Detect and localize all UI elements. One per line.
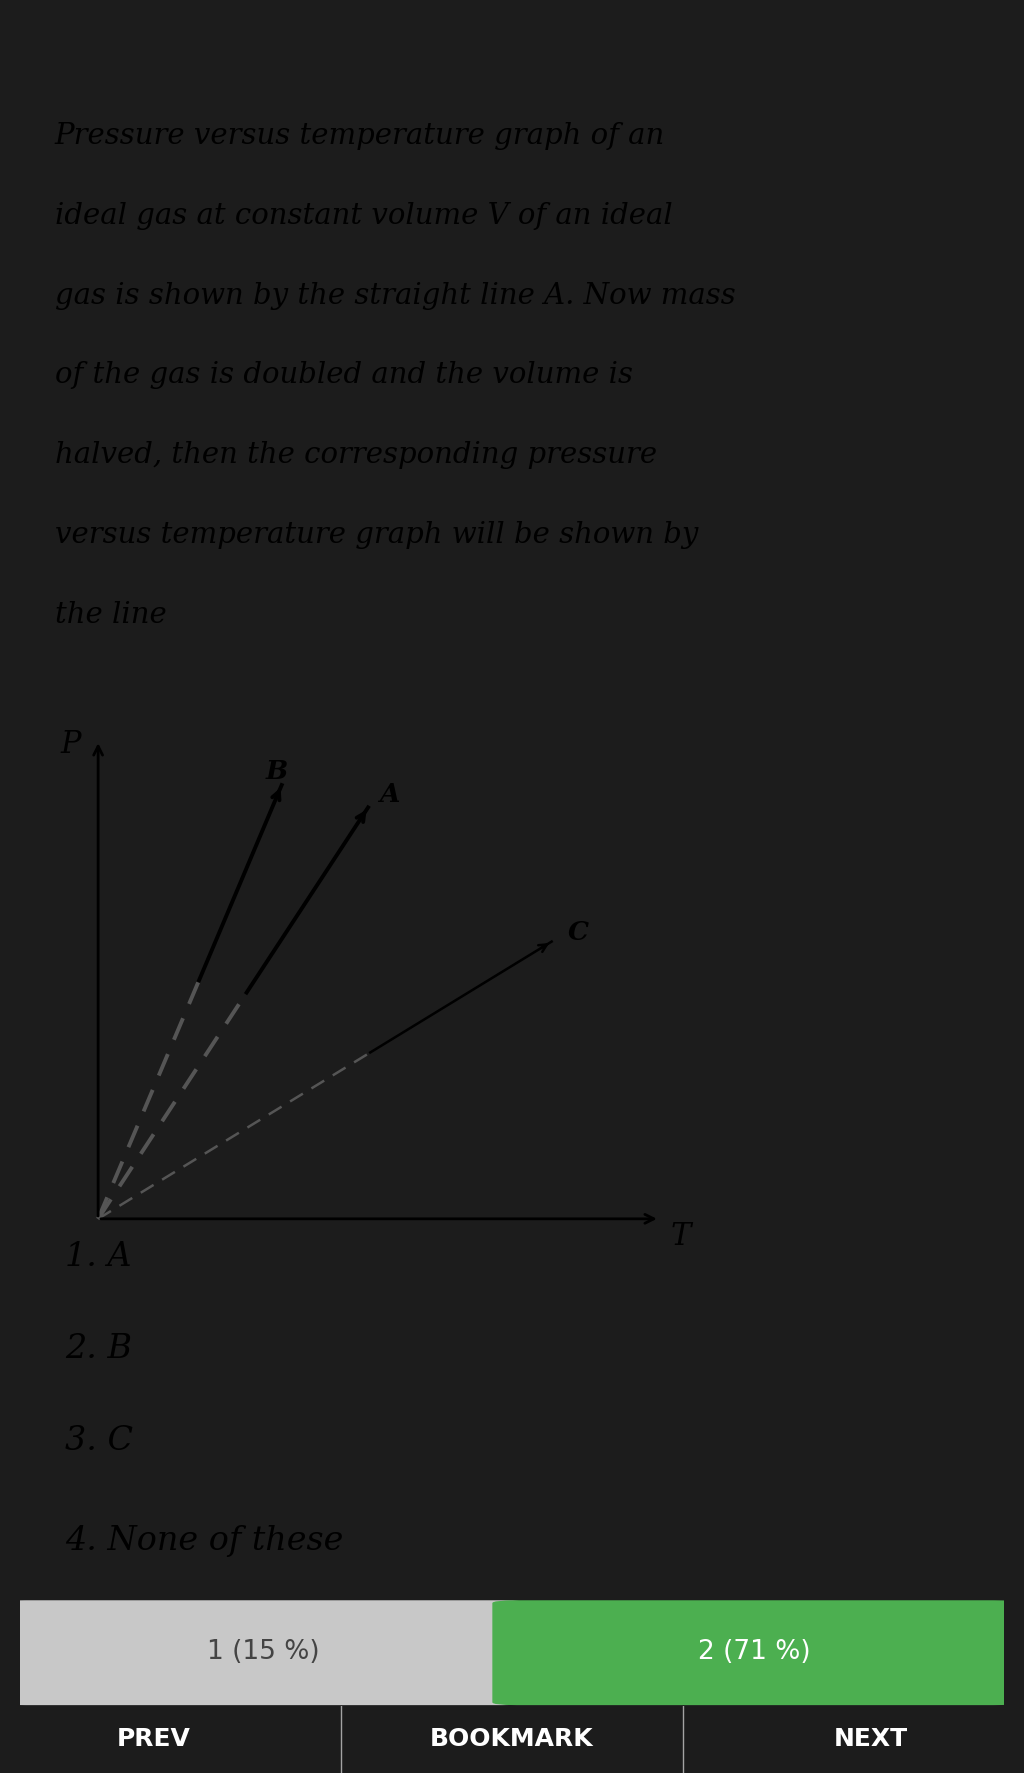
Text: gas is shown by the straight line A. Now mass: gas is shown by the straight line A. Now…: [55, 282, 735, 310]
Text: NEXT: NEXT: [834, 1727, 907, 1752]
Text: the line: the line: [55, 601, 167, 629]
Text: versus temperature graph will be shown by: versus temperature graph will be shown b…: [55, 521, 698, 550]
Text: 2 (71 %): 2 (71 %): [698, 1638, 811, 1665]
Text: 1 (15 %): 1 (15 %): [207, 1638, 319, 1665]
Text: 2. B: 2. B: [65, 1333, 132, 1365]
FancyBboxPatch shape: [1, 1601, 526, 1706]
Text: 4. None of these: 4. None of these: [65, 1525, 343, 1557]
Text: C: C: [568, 920, 589, 945]
Text: halved, then the corresponding pressure: halved, then the corresponding pressure: [55, 441, 657, 470]
Text: 3. C: 3. C: [65, 1425, 133, 1457]
Text: A: A: [379, 782, 399, 807]
Text: of the gas is doubled and the volume is: of the gas is doubled and the volume is: [55, 362, 633, 390]
Text: T: T: [671, 1222, 691, 1252]
Text: B: B: [265, 759, 288, 784]
Text: 1. A: 1. A: [65, 1241, 131, 1273]
Text: BOOKMARK: BOOKMARK: [430, 1727, 594, 1752]
FancyBboxPatch shape: [493, 1601, 1018, 1706]
Text: Pressure versus temperature graph of an: Pressure versus temperature graph of an: [55, 122, 666, 151]
Text: ideal gas at constant volume V of an ideal: ideal gas at constant volume V of an ide…: [55, 202, 673, 230]
Text: P: P: [60, 729, 81, 761]
Text: PREV: PREV: [117, 1727, 190, 1752]
